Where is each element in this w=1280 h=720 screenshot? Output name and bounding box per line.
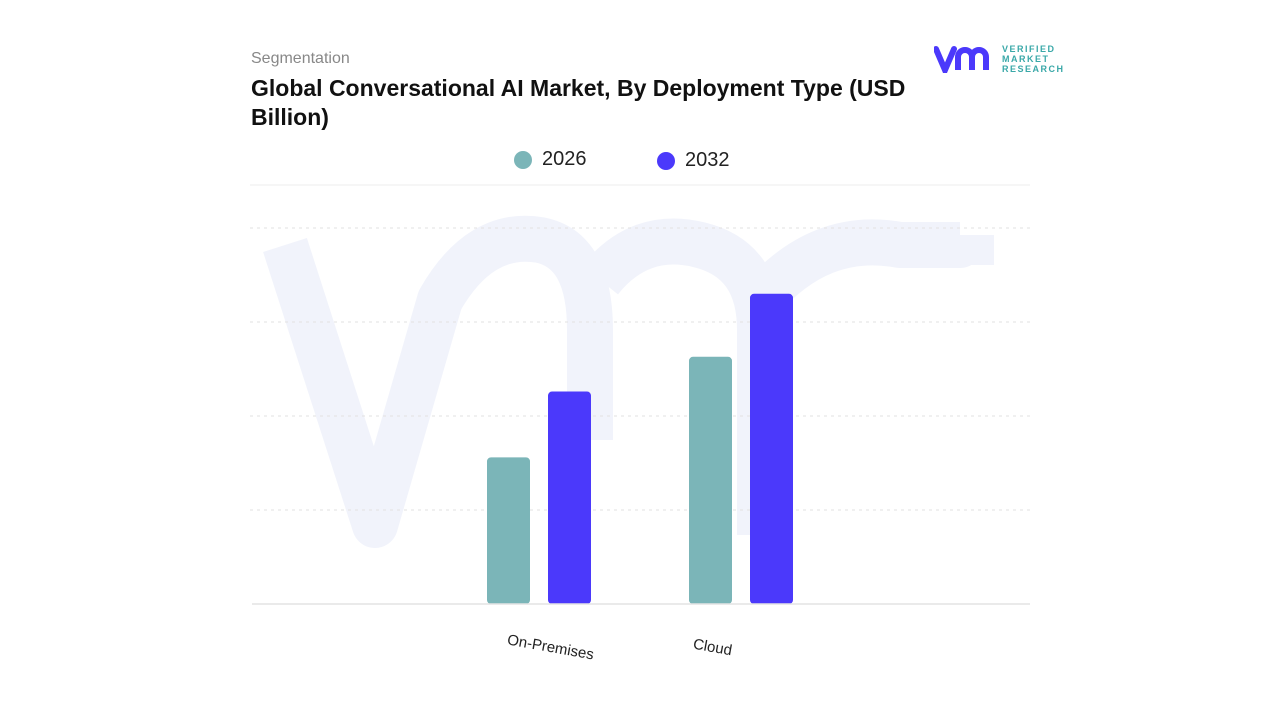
logo-line: MARKET: [1002, 54, 1050, 64]
vmr-logo: VERIFIED MARKET RESEARCH: [934, 44, 1065, 74]
bar-cloud-2026: [689, 356, 732, 604]
logo-line: RESEARCH: [1002, 64, 1065, 74]
x-tick-label: On-Premises: [506, 631, 595, 663]
legend: 2026 2032: [0, 148, 1280, 176]
legend-label: 2026: [542, 148, 587, 170]
legend-swatch: [514, 150, 532, 169]
legend-swatch: [657, 151, 675, 170]
logo-line: VERIFIED: [1002, 44, 1056, 54]
bar-cloud-2032: [750, 293, 793, 604]
bar-on-premises-2032: [548, 391, 591, 604]
bar-on-premises-2026: [487, 457, 530, 604]
legend-item-2026[interactable]: 2026: [514, 148, 587, 171]
legend-item-2032[interactable]: 2032: [657, 149, 730, 172]
watermark: [263, 215, 994, 548]
segment-label: Segmentation: [251, 50, 350, 67]
logo-text: VERIFIED MARKET RESEARCH: [1002, 44, 1065, 74]
legend-label: 2032: [685, 149, 730, 171]
chart-title: Global Conversational AI Market, By Depl…: [251, 75, 906, 130]
vmr-logo-mark-icon: [934, 46, 989, 73]
x-tick-label: Cloud: [692, 636, 734, 660]
